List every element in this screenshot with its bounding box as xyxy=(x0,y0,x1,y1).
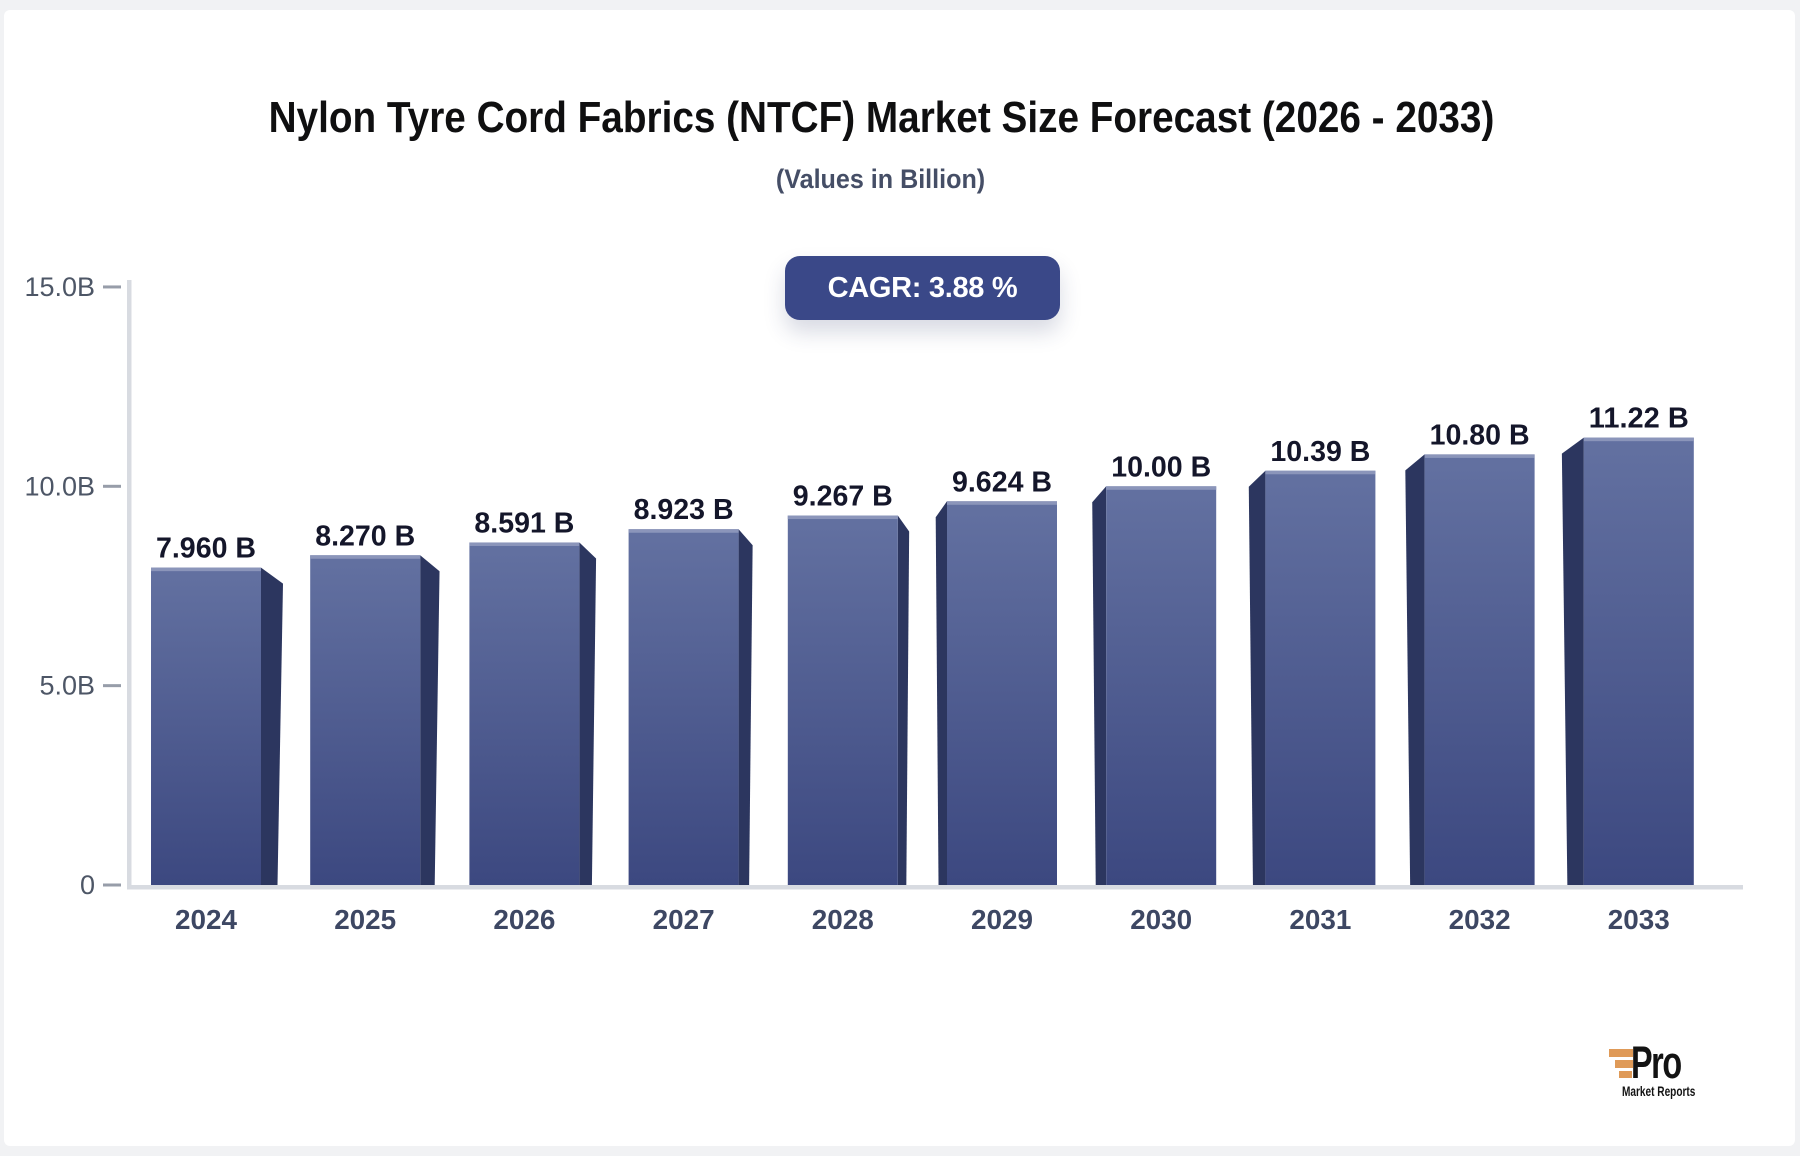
bar-top-edge xyxy=(310,555,421,559)
bar-2029: 9.624 B 2029 xyxy=(935,466,1057,935)
bar-side xyxy=(738,529,753,885)
bar-side xyxy=(579,542,597,885)
y-axis-tick-label: 5.0B xyxy=(39,671,95,701)
cagr-badge-label: CAGR: 3.88 % xyxy=(827,271,1018,304)
x-axis-label: 2030 xyxy=(1130,904,1192,935)
logo-bars-icon xyxy=(1615,1060,1633,1068)
x-axis-label: 2024 xyxy=(175,904,237,935)
bar-front xyxy=(787,515,898,885)
x-axis-label: 2027 xyxy=(653,904,715,935)
x-axis-label: 2032 xyxy=(1449,904,1511,935)
bar-top-edge xyxy=(1424,454,1535,458)
bar-value-label: 11.22 B xyxy=(1589,403,1689,435)
bar-value-label: 8.591 B xyxy=(474,507,574,539)
bar-2032: 10.80 B 2032 xyxy=(1405,419,1535,935)
bar-front xyxy=(310,555,421,885)
bar-top-edge xyxy=(1265,470,1376,475)
bar-front xyxy=(1583,437,1694,885)
bar-top-edge xyxy=(469,542,580,546)
pro-market-reports-logo: Pro Market Reports xyxy=(1603,1040,1713,1102)
bar-front xyxy=(151,567,261,885)
y-axis-tick xyxy=(103,484,121,488)
bar-front xyxy=(628,529,739,885)
logo-bars-icon xyxy=(1619,1071,1632,1078)
y-axis-tick xyxy=(103,883,121,887)
y-axis-tick-label: 15.0B xyxy=(24,272,95,302)
bar-2028: 9.267 B 2028 xyxy=(787,481,910,935)
bar-2031: 10.39 B 2031 xyxy=(1248,436,1376,935)
chart-title: Nylon Tyre Cord Fabrics (NTCF) Market Si… xyxy=(0,94,1762,142)
y-axis-line xyxy=(127,280,132,890)
bar-value-label: 8.270 B xyxy=(315,520,415,552)
bar-value-label: 7.960 B xyxy=(156,533,256,565)
cagr-badge: CAGR: 3.88 % xyxy=(785,256,1060,320)
y-axis-tick-label: 0 xyxy=(80,870,95,900)
bar-2027: 8.923 B 2027 xyxy=(628,494,753,935)
bar-side xyxy=(1248,470,1266,885)
bar-top-edge xyxy=(947,501,1057,505)
bar-value-label: 9.267 B xyxy=(793,481,893,513)
bar-side xyxy=(261,567,283,885)
bar-value-label: 10.00 B xyxy=(1111,451,1211,483)
bar-front xyxy=(947,501,1057,885)
x-axis-line xyxy=(127,885,1743,890)
x-axis-label: 2031 xyxy=(1289,904,1351,935)
bar-2026: 8.591 B 2026 xyxy=(469,507,597,935)
bar-side xyxy=(897,515,910,885)
bar-side xyxy=(1561,437,1584,885)
bar-2030: 10.00 B 2030 xyxy=(1092,451,1217,935)
bar-front xyxy=(1265,470,1376,885)
x-axis-label: 2033 xyxy=(1608,904,1670,935)
bar-front xyxy=(1106,486,1217,885)
x-axis-label: 2026 xyxy=(493,904,555,935)
chart-subtitle-text: (Values in Billion) xyxy=(776,164,986,194)
bar-side xyxy=(1405,454,1425,885)
chart-title-text: Nylon Tyre Cord Fabrics (NTCF) Market Si… xyxy=(268,93,1494,142)
logo-tagline: Market Reports xyxy=(1622,1083,1696,1099)
bar-top-edge xyxy=(1106,486,1217,490)
bar-value-label: 10.39 B xyxy=(1270,436,1370,468)
bar-top-edge xyxy=(1583,437,1694,442)
x-axis-label: 2028 xyxy=(812,904,874,935)
logo-bars-icon xyxy=(1609,1049,1633,1057)
bar-top-edge xyxy=(628,529,739,533)
y-axis-tick xyxy=(103,684,121,688)
bar-value-label: 9.624 B xyxy=(952,466,1052,498)
bar-front xyxy=(469,542,580,885)
bar-side xyxy=(935,501,947,885)
bar-top-edge xyxy=(787,515,898,520)
x-axis-label: 2025 xyxy=(334,904,396,935)
bar-value-label: 8.923 B xyxy=(634,494,734,526)
chart-subtitle: (Values in Billion) xyxy=(0,163,1762,195)
bar-front xyxy=(1424,454,1535,885)
y-axis-tick-label: 10.0B xyxy=(24,471,95,501)
bar-value-label: 10.80 B xyxy=(1430,419,1530,451)
bar-side xyxy=(420,555,440,885)
logo-wordmark: Pro xyxy=(1631,1037,1682,1088)
bar-top-edge xyxy=(151,567,261,572)
x-axis-label: 2029 xyxy=(971,904,1033,935)
bar-2033: 11.22 B 2033 xyxy=(1561,403,1694,935)
bar-side xyxy=(1092,486,1107,885)
y-axis-tick xyxy=(103,285,121,289)
bar-2024: 7.960 B 2024 xyxy=(151,533,283,935)
bar-2025: 8.270 B 2025 xyxy=(310,520,440,935)
